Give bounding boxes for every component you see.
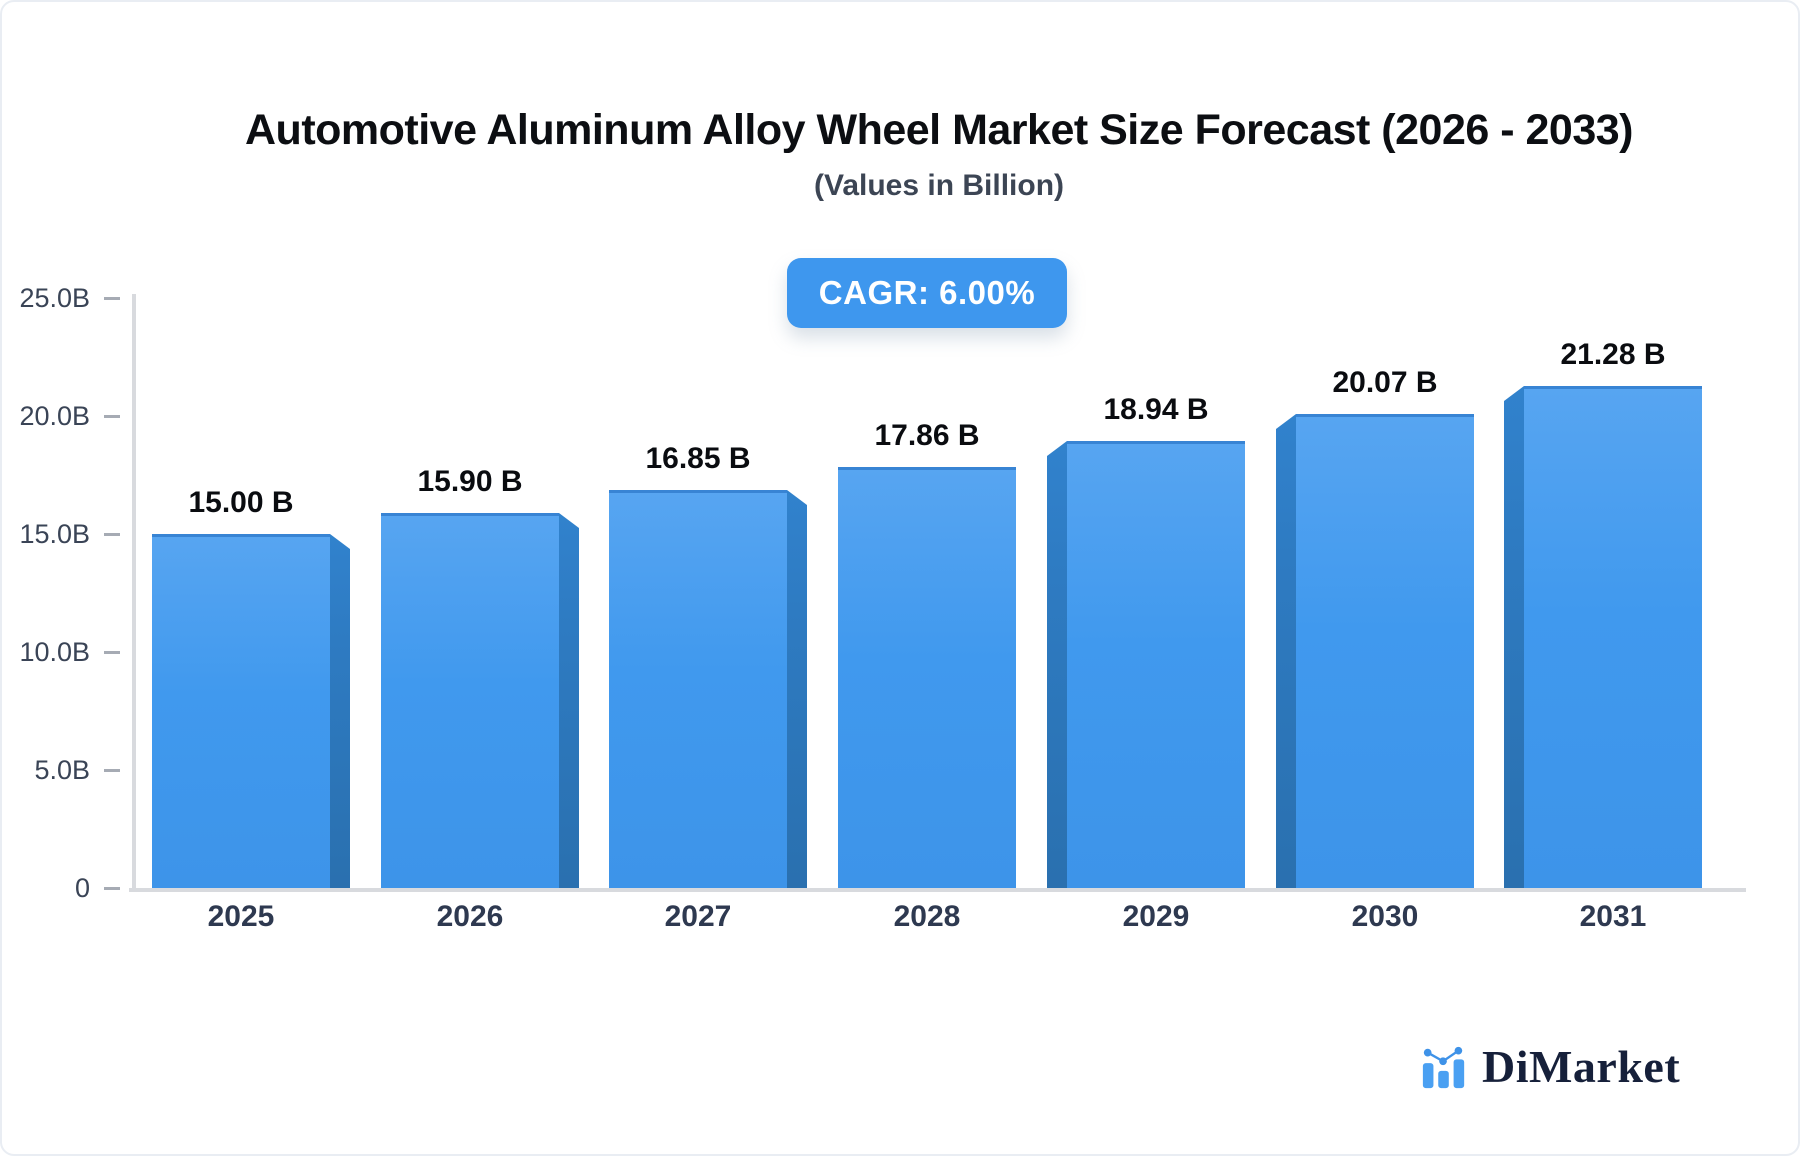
bar-3d-side-2030 [1276,414,1296,888]
bar-2029[interactable] [1067,441,1245,888]
brand-logo[interactable]: DiMarket [1420,1042,1680,1092]
bar-3d-side-2031 [1504,386,1524,888]
bar-value-label-2026: 15.90 B [417,465,523,498]
x-axis-label-2030: 2030 [1351,900,1419,933]
x-axis-label-2026: 2026 [436,900,504,933]
x-axis-label-2027: 2027 [664,900,732,933]
bar-value-label-2025: 15.00 B [188,486,294,519]
y-tick-label: 15.0B [19,519,90,549]
bar-value-label-2029: 18.94 B [1103,393,1209,426]
y-tick-mark [104,532,120,536]
y-tick-label: 20.0B [19,401,90,431]
cagr-badge: CAGR: 6.00% [787,258,1067,328]
x-axis-label-2025: 2025 [207,900,275,933]
y-tick-mark [104,650,120,654]
bar-2026[interactable] [381,513,559,888]
y-tick-mark [104,886,120,890]
bar-2028[interactable] [838,467,1016,888]
mini-bar-line-chart-icon [1422,1046,1465,1089]
cagr-badge-label: CAGR: 6.00% [818,274,1036,311]
x-axis-label-2029: 2029 [1122,900,1190,933]
y-tick-label: 10.0B [19,637,90,667]
bar-2025[interactable] [152,534,330,888]
chart-subtitle: (Values in Billion) [813,169,1065,202]
bar-3d-side-2025 [330,534,350,888]
bar-2030[interactable] [1296,414,1474,888]
bar-3d-side-2029 [1047,441,1067,888]
bar-3d-side-2026 [559,513,579,888]
bar-value-label-2027: 16.85 B [645,442,751,475]
bar-2031[interactable] [1524,386,1702,888]
x-axis-label-2028: 2028 [893,900,961,933]
y-tick-mark [104,414,120,418]
y-tick-label: 25.0B [19,283,90,313]
bar-3d-side-2027 [787,490,807,888]
bar-value-label-2028: 17.86 B [874,419,980,452]
y-tick-mark [104,768,120,772]
x-axis-label-2031: 2031 [1579,900,1647,933]
bar-2027[interactable] [609,490,787,888]
bar-value-label-2031: 21.28 B [1560,338,1666,371]
y-axis-line [132,294,136,890]
bar-value-label-2030: 20.07 B [1332,366,1438,399]
y-tick-label: 5.0B [34,755,90,785]
y-tick-label: 0 [74,873,90,903]
y-tick-mark [104,296,120,300]
x-axis-line [129,888,1746,892]
chart-title: Automotive Aluminum Alloy Wheel Market S… [245,106,1633,154]
brand-logo-text: DiMarket [1482,1041,1681,1092]
